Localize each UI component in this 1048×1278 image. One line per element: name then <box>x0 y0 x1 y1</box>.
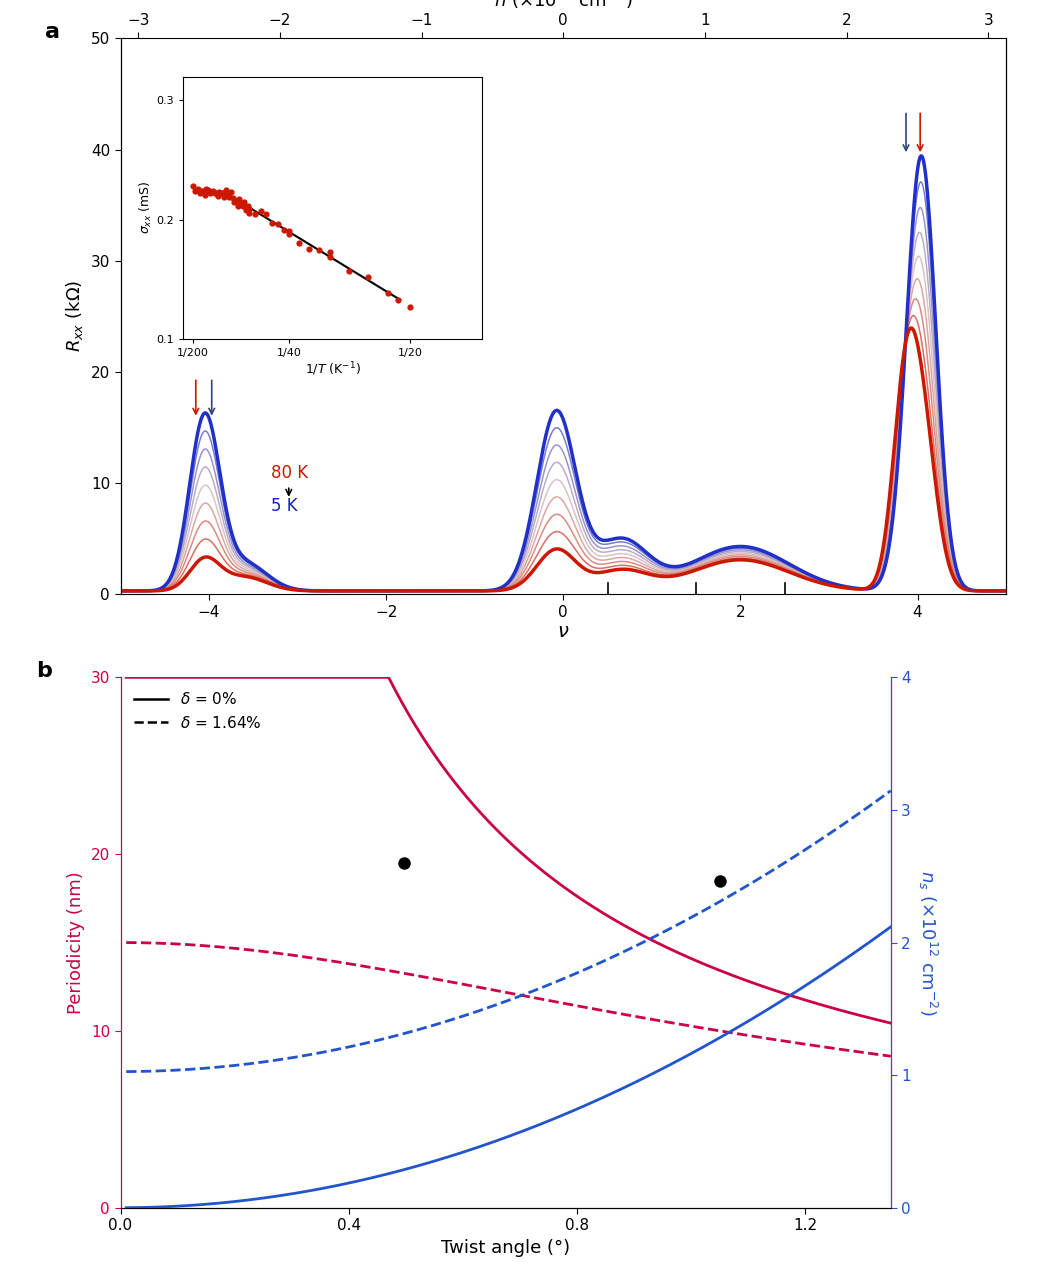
Point <box>195 180 212 201</box>
X-axis label: $\nu$: $\nu$ <box>558 622 569 642</box>
Point <box>291 233 308 253</box>
Y-axis label: $\sigma_{xx}$ (mS): $\sigma_{xx}$ (mS) <box>137 181 154 234</box>
Point <box>258 204 275 225</box>
Point <box>227 190 244 211</box>
Point <box>215 183 232 203</box>
Point <box>192 183 209 203</box>
Text: a: a <box>45 22 60 42</box>
Y-axis label: Periodicity (nm): Periodicity (nm) <box>67 872 85 1013</box>
Point <box>379 282 396 303</box>
Text: 5 K: 5 K <box>271 497 298 515</box>
Point <box>241 199 258 220</box>
X-axis label: Twist angle (°): Twist angle (°) <box>441 1238 570 1256</box>
Point <box>264 212 281 233</box>
Point <box>210 187 226 207</box>
Point <box>201 183 218 203</box>
Point <box>390 290 407 311</box>
Point <box>321 247 337 267</box>
Point <box>198 179 215 199</box>
Text: b: b <box>36 662 51 681</box>
Point <box>219 184 236 204</box>
Point <box>190 179 206 199</box>
Point <box>401 296 418 317</box>
Point <box>239 196 256 216</box>
Point <box>211 181 227 202</box>
Point <box>276 220 292 240</box>
Point <box>213 183 230 203</box>
Point <box>187 181 203 202</box>
Point <box>253 201 269 221</box>
Text: 80 K: 80 K <box>271 464 308 482</box>
Point <box>196 185 213 206</box>
Point <box>222 181 239 202</box>
X-axis label: $n$ ($\times$10$^{12}$ cm$^{-2}$): $n$ ($\times$10$^{12}$ cm$^{-2}$) <box>494 0 633 12</box>
Point <box>218 180 235 201</box>
Point <box>321 242 337 262</box>
Point <box>281 224 298 244</box>
Y-axis label: $n_s$ ($\times$10$^{12}$ cm$^{-2}$): $n_s$ ($\times$10$^{12}$ cm$^{-2}$) <box>916 869 939 1016</box>
Point <box>216 187 233 207</box>
Point <box>208 183 224 203</box>
Point <box>235 196 252 216</box>
Point <box>221 187 238 207</box>
Point <box>206 183 223 203</box>
Point <box>203 183 220 203</box>
Legend: $\delta$ = 0%, $\delta$ = 1.64%: $\delta$ = 0%, $\delta$ = 1.64% <box>128 685 267 737</box>
Point <box>231 189 247 210</box>
Point <box>269 213 286 234</box>
Point <box>246 204 263 225</box>
Point <box>204 180 221 201</box>
Point <box>341 261 357 281</box>
Point <box>184 175 201 196</box>
Point <box>226 192 243 212</box>
Point <box>233 193 249 213</box>
Point <box>230 196 246 216</box>
Y-axis label: $R_{xx}$ (k$\Omega$): $R_{xx}$ (k$\Omega$) <box>64 280 85 353</box>
Point <box>188 180 204 201</box>
Point <box>281 221 298 242</box>
Point <box>301 239 318 259</box>
Point <box>199 180 216 201</box>
Point <box>193 180 210 201</box>
Point <box>224 188 241 208</box>
Point <box>361 267 377 288</box>
Point <box>236 192 253 212</box>
X-axis label: 1/$T$ (K$^{-1}$): 1/$T$ (K$^{-1}$) <box>305 360 361 378</box>
Point <box>238 199 255 220</box>
Point <box>311 240 328 261</box>
Point <box>241 203 258 224</box>
